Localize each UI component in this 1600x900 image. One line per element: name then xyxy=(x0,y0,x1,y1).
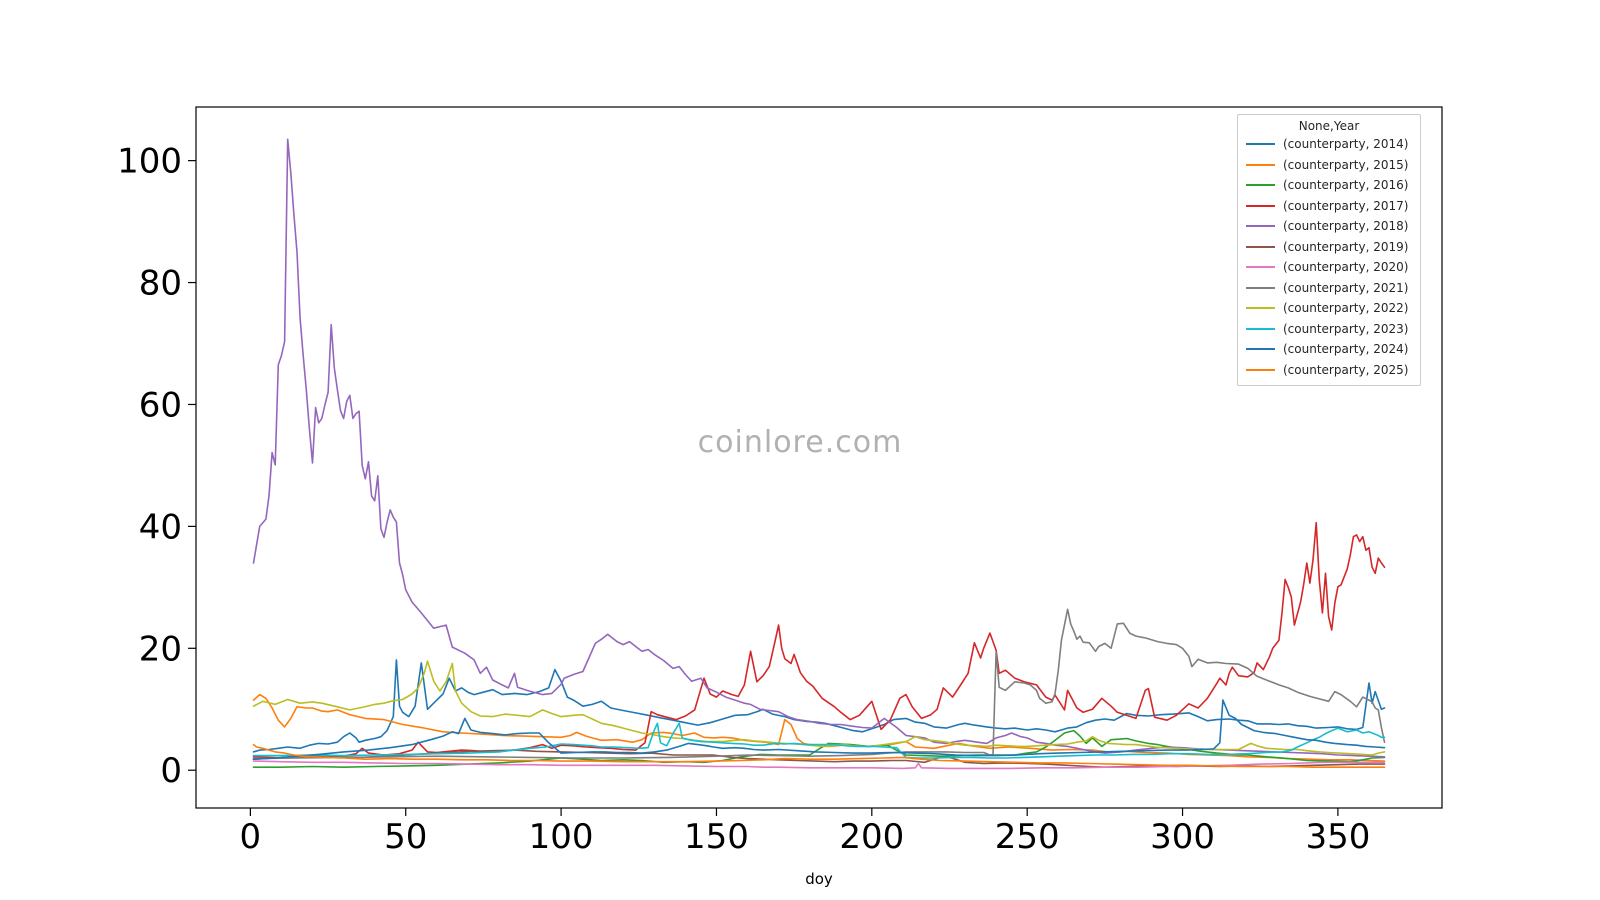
series-line-2018 xyxy=(252,138,1386,758)
legend-line-swatch xyxy=(1246,245,1275,248)
x-tick-label: 250 xyxy=(995,817,1060,857)
legend: None,Year (counterparty, 2014) (counterpa… xyxy=(1237,114,1421,386)
legend-title: None,Year xyxy=(1298,119,1360,133)
legend-item: (counterparty, 2025) xyxy=(1244,360,1414,381)
y-tick-label: 0 xyxy=(160,751,182,791)
legend-line-swatch xyxy=(1246,307,1275,310)
legend-item: (counterparty, 2021) xyxy=(1244,278,1414,299)
legend-item-label: (counterparty, 2014) xyxy=(1283,137,1409,152)
series-line-2024 xyxy=(252,699,1386,761)
legend-item-label: (counterparty, 2021) xyxy=(1283,280,1409,295)
legend-line-swatch xyxy=(1246,368,1275,371)
legend-item-label: (counterparty, 2018) xyxy=(1283,219,1409,234)
legend-item: (counterparty, 2014) xyxy=(1244,134,1414,155)
legend-line-swatch xyxy=(1246,163,1275,166)
legend-item: (counterparty, 2019) xyxy=(1244,237,1414,258)
legend-item: (counterparty, 2017) xyxy=(1244,196,1414,217)
legend-line-swatch xyxy=(1246,225,1275,228)
legend-item-label: (counterparty, 2022) xyxy=(1283,301,1409,316)
series-line-2021 xyxy=(252,608,1386,760)
legend-item-label: (counterparty, 2024) xyxy=(1283,342,1409,357)
legend-line-swatch xyxy=(1246,327,1275,330)
x-tick-label: 300 xyxy=(1150,817,1215,857)
series-line-2017 xyxy=(252,521,1386,759)
plot-frame xyxy=(195,106,1443,809)
legend-line-swatch xyxy=(1246,143,1275,146)
y-tick-label: 80 xyxy=(139,264,182,304)
legend-item-label: (counterparty, 2025) xyxy=(1283,362,1409,377)
legend-item: (counterparty, 2015) xyxy=(1244,155,1414,176)
series-line-2015 xyxy=(252,693,1386,762)
x-tick-label: 100 xyxy=(529,817,594,857)
x-tick-label: 50 xyxy=(384,817,427,857)
legend-item: (counterparty, 2020) xyxy=(1244,257,1414,278)
legend-item: (counterparty, 2024) xyxy=(1244,339,1414,360)
legend-line-swatch xyxy=(1246,184,1275,187)
series-line-2020 xyxy=(252,760,1386,770)
legend-item-label: (counterparty, 2020) xyxy=(1283,260,1409,275)
y-tick-label: 40 xyxy=(139,507,182,547)
legend-item-label: (counterparty, 2015) xyxy=(1283,157,1409,172)
legend-items: (counterparty, 2014) (counterparty, 2015)… xyxy=(1244,134,1414,380)
x-tick-label: 200 xyxy=(839,817,904,857)
legend-item-label: (counterparty, 2017) xyxy=(1283,198,1409,213)
legend-line-swatch xyxy=(1246,348,1275,351)
legend-line-swatch xyxy=(1246,286,1275,289)
x-tick-label: 0 xyxy=(240,817,262,857)
legend-item: (counterparty, 2016) xyxy=(1244,175,1414,196)
x-tick-label: 350 xyxy=(1305,817,1370,857)
x-tick-label: 150 xyxy=(684,817,749,857)
legend-item-label: (counterparty, 2023) xyxy=(1283,321,1409,336)
legend-item-label: (counterparty, 2016) xyxy=(1283,178,1409,193)
legend-item: (counterparty, 2018) xyxy=(1244,216,1414,237)
legend-item: (counterparty, 2022) xyxy=(1244,298,1414,319)
legend-item: (counterparty, 2023) xyxy=(1244,319,1414,340)
legend-item-label: (counterparty, 2019) xyxy=(1283,239,1409,254)
series-line-2014 xyxy=(252,659,1386,753)
y-tick-label: 100 xyxy=(117,142,182,182)
series-line-2025 xyxy=(252,743,1386,769)
y-tick-label: 60 xyxy=(139,385,182,425)
legend-line-swatch xyxy=(1246,204,1275,207)
series-line-2023 xyxy=(252,722,1386,759)
y-tick-label: 20 xyxy=(139,629,182,669)
legend-line-swatch xyxy=(1246,266,1275,269)
x-axis-label: doy xyxy=(805,870,833,888)
